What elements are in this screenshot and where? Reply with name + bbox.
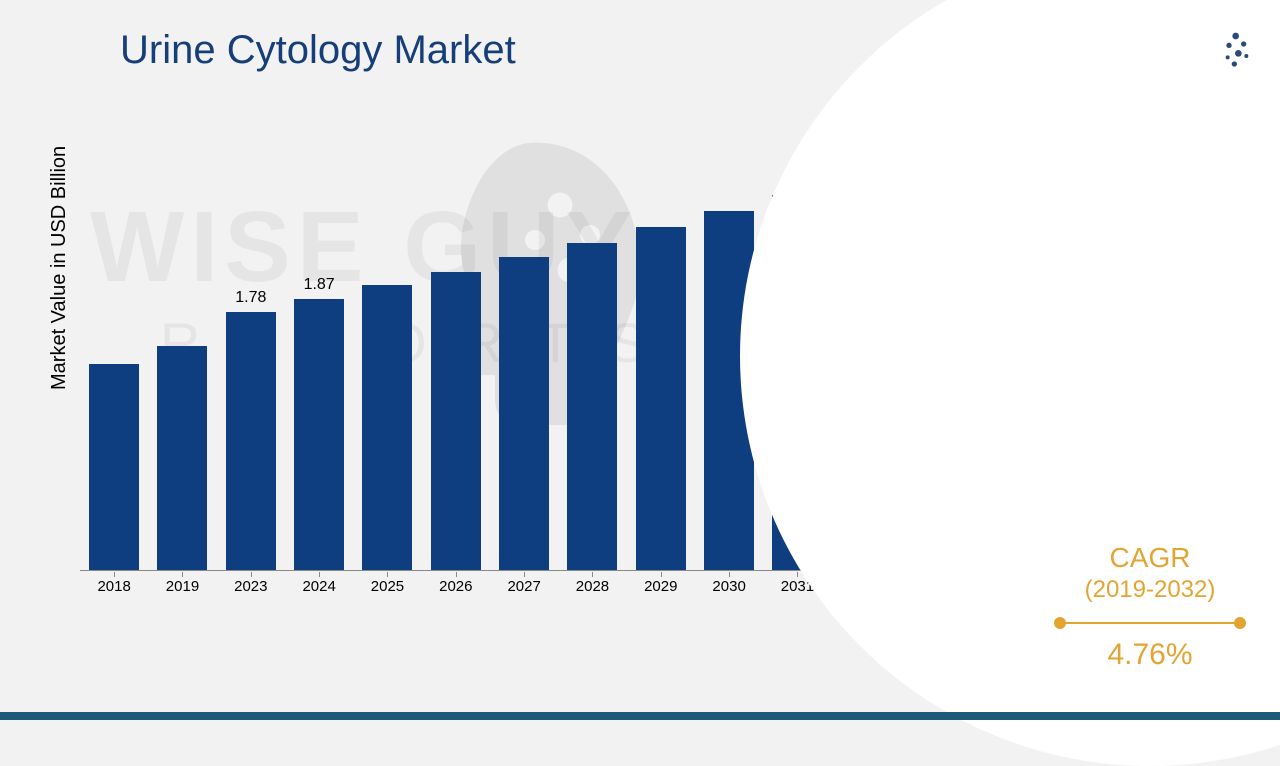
cagr-label: CAGR [1020,542,1280,574]
chart-title: Urine Cytology Market [120,28,516,73]
x-axis: 2018201920232024202520262027202820292030… [80,572,900,595]
bar-2025 [353,262,421,570]
bar [157,346,207,570]
bar [636,227,686,570]
bar [362,285,412,570]
y-axis-label: Market Value in USD Billion [48,146,71,390]
bar-2027 [490,234,558,570]
bar [89,364,139,570]
bar [226,312,276,570]
brand-logo: WISE GUY REPORTS [1092,22,1258,70]
cagr-divider [1060,622,1240,624]
bar-2026 [422,249,490,570]
bar-2019 [148,323,216,570]
bar [567,243,617,570]
x-tick: 2024 [285,572,353,595]
x-tick: 2030 [695,572,763,595]
x-tick: 2028 [558,572,626,595]
brand-head-icon [1194,16,1264,96]
x-tick: 2029 [627,572,695,595]
x-tick: 2026 [422,572,490,595]
cagr-value: 4.76% [1020,638,1280,672]
bar-value-label: 1.87 [304,276,335,296]
bottom-accent-bar [0,712,1280,720]
bar [431,272,481,570]
right-panel: WISE GUY REPORTS CAGR (2019-2032) 4.76% [975,0,1280,712]
bar-2029 [627,204,695,570]
x-tick: 2019 [148,572,216,595]
bar [294,299,344,570]
bar-2018 [80,341,148,570]
x-axis-line [80,570,900,571]
bar-2028 [558,220,626,570]
bar-2023: 1.78 [217,289,285,570]
bar-2024: 1.87 [285,276,353,570]
x-tick: 2023 [217,572,285,595]
x-tick: 2018 [80,572,148,595]
x-tick: 2025 [353,572,421,595]
bar-value-label: 1.78 [235,289,266,309]
bar [499,257,549,570]
x-tick: 2027 [490,572,558,595]
cagr-range: (2019-2032) [1020,576,1280,604]
cagr-block: CAGR (2019-2032) 4.76% [1020,542,1280,672]
